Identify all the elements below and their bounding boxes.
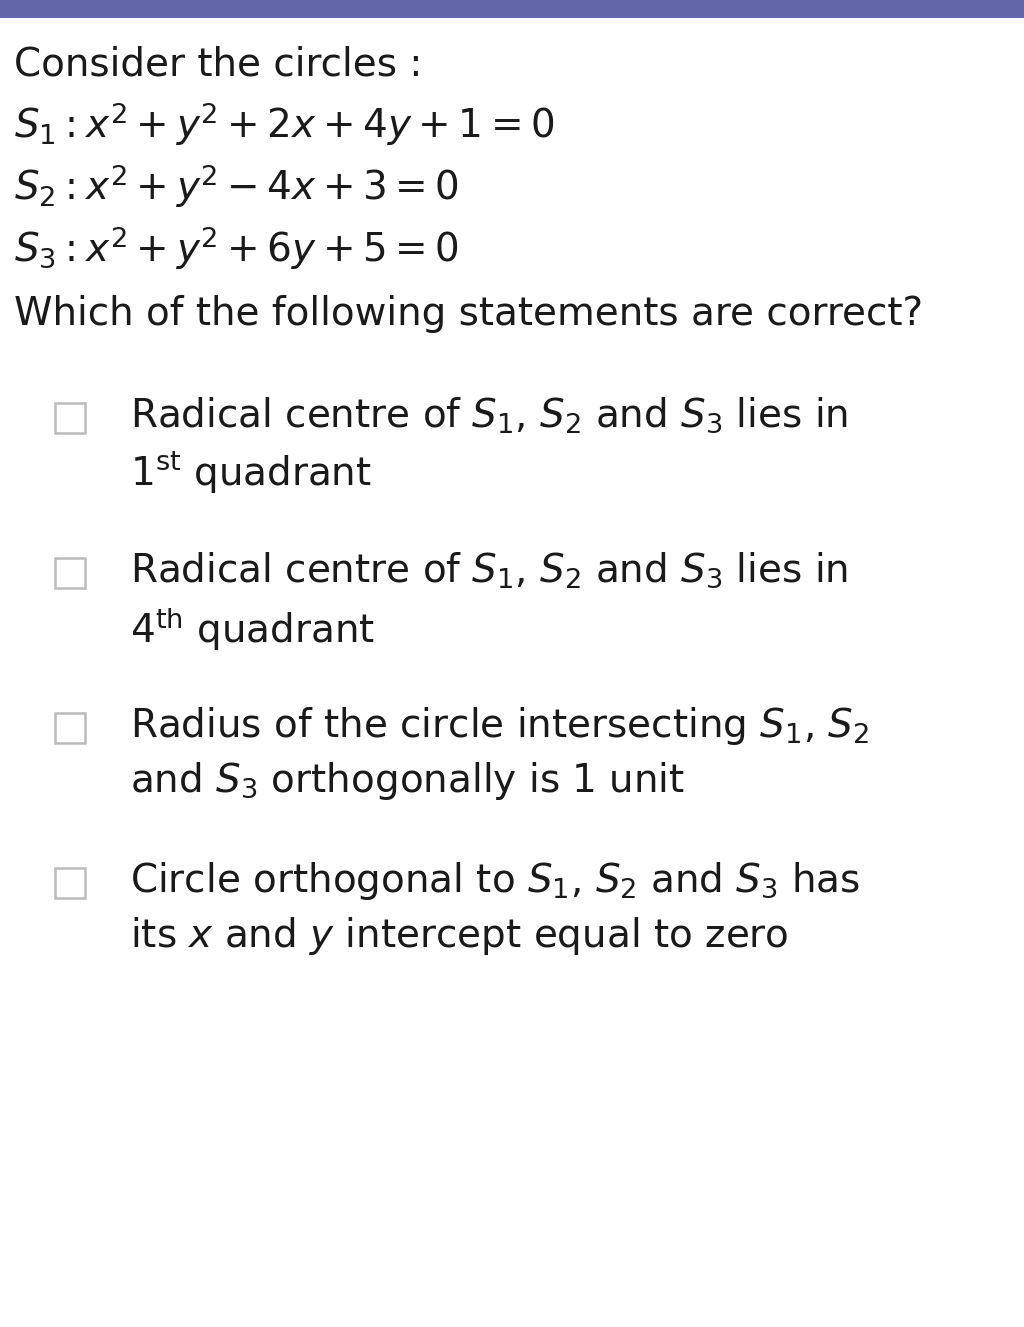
Text: and $S_3$ orthogonally is 1 unit: and $S_3$ orthogonally is 1 unit (130, 760, 685, 802)
Bar (0, 0, 1024, 19)
Text: Which of the following statements are correct?: Which of the following statements are co… (14, 295, 923, 333)
Text: $S_1 : x^2 + y^2 + 2x + 4y + 1 = 0$: $S_1 : x^2 + y^2 + 2x + 4y + 1 = 0$ (14, 100, 554, 147)
Text: Radius of the circle intersecting $S_1$, $S_2$: Radius of the circle intersecting $S_1$,… (130, 705, 869, 747)
Text: its $x$ and $y$ intercept equal to zero: its $x$ and $y$ intercept equal to zero (130, 916, 788, 957)
Text: Consider the circles :: Consider the circles : (14, 45, 422, 84)
Text: $S_3 : x^2 + y^2 + 6y + 5 = 0$: $S_3 : x^2 + y^2 + 6y + 5 = 0$ (14, 224, 459, 272)
Text: Circle orthogonal to $S_1$, $S_2$ and $S_3$ has: Circle orthogonal to $S_1$, $S_2$ and $S… (130, 860, 860, 902)
Text: $1^{\mathrm{st}}$ quadrant: $1^{\mathrm{st}}$ quadrant (130, 450, 372, 496)
Text: $4^{\mathrm{th}}$ quadrant: $4^{\mathrm{th}}$ quadrant (130, 605, 375, 653)
Bar (55, 403, 85, 433)
Text: $S_2 : x^2 + y^2 - 4x + 3 = 0$: $S_2 : x^2 + y^2 - 4x + 3 = 0$ (14, 162, 459, 210)
Bar (55, 868, 85, 898)
Text: Radical centre of $S_1$, $S_2$ and $S_3$ lies in: Radical centre of $S_1$, $S_2$ and $S_3$… (130, 395, 848, 435)
Bar (55, 713, 85, 743)
Bar (55, 557, 85, 588)
Text: Radical centre of $S_1$, $S_2$ and $S_3$ lies in: Radical centre of $S_1$, $S_2$ and $S_3$… (130, 549, 848, 589)
